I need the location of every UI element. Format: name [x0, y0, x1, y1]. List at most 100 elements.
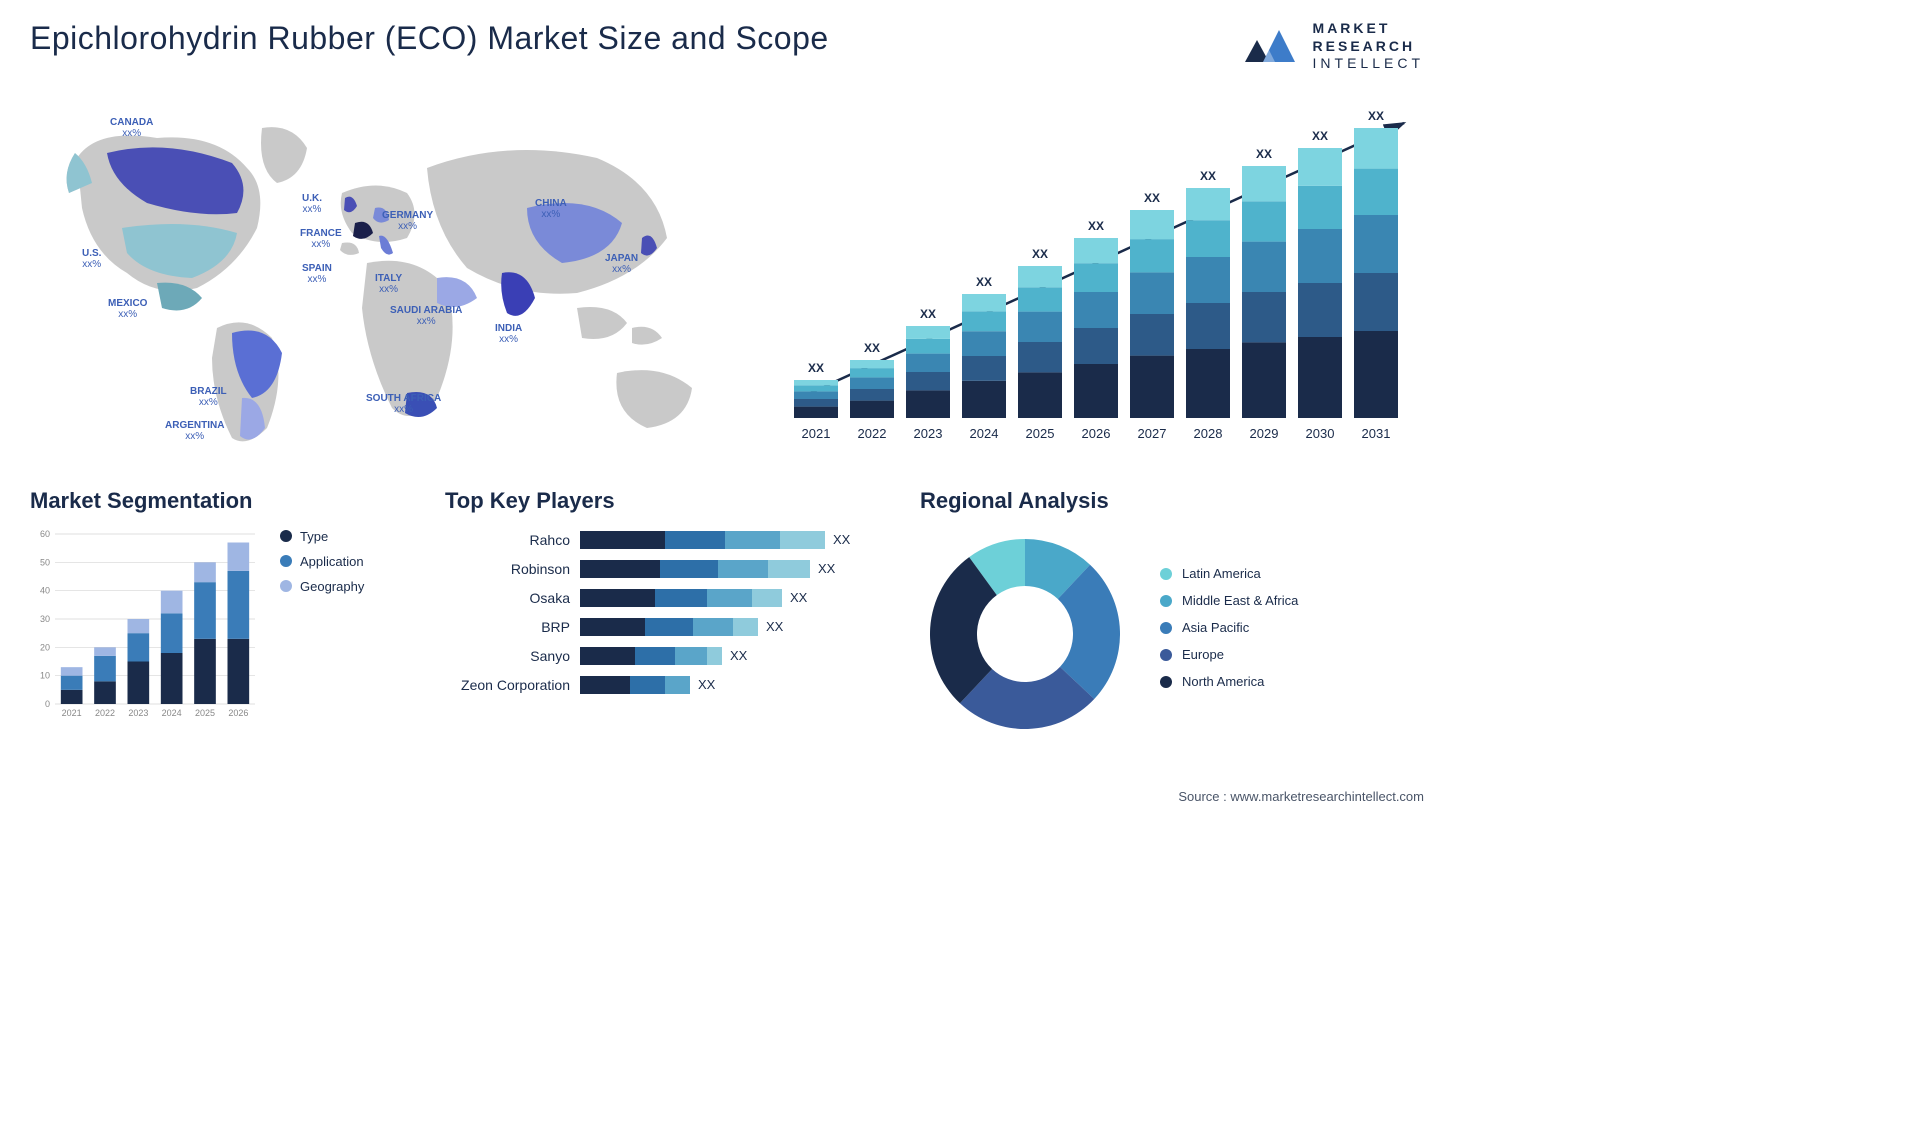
growth-bar-seg	[1242, 292, 1286, 342]
growth-bar-seg	[850, 400, 894, 417]
growth-bar-seg	[1018, 372, 1062, 418]
player-bar-seg	[707, 589, 752, 607]
player-row: Robinson XX	[445, 558, 885, 580]
seg-bar-seg	[128, 661, 150, 704]
growth-bar-seg	[1186, 303, 1230, 349]
growth-bar-seg	[1298, 185, 1342, 228]
players-title: Top Key Players	[445, 488, 885, 514]
regional-legend-item: Asia Pacific	[1160, 620, 1298, 635]
growth-bar-seg	[1354, 168, 1398, 214]
source-attribution: Source : www.marketresearchintellect.com	[1178, 789, 1424, 804]
player-name: Zeon Corporation	[445, 677, 580, 693]
growth-bar-label: XX	[1032, 247, 1048, 261]
growth-bar-seg	[906, 390, 950, 418]
player-bar-seg	[645, 618, 693, 636]
growth-bar-seg	[1186, 220, 1230, 257]
map-label: SAUDI ARABIAxx%	[390, 305, 462, 328]
player-bar-seg	[780, 531, 825, 549]
growth-bar-seg	[906, 326, 950, 339]
player-bar-seg	[707, 647, 722, 665]
growth-bar-seg	[1018, 266, 1062, 287]
legend-swatch-icon	[1160, 568, 1172, 580]
segmentation-legend: TypeApplicationGeography	[280, 529, 364, 724]
seg-legend-item: Type	[280, 529, 364, 544]
growth-bar-seg	[794, 385, 838, 391]
player-name: Sanyo	[445, 648, 580, 664]
map-label: BRAZILxx%	[190, 386, 227, 409]
legend-swatch-icon	[1160, 622, 1172, 634]
growth-bar-seg	[794, 391, 838, 399]
growth-year-label: 2028	[1194, 426, 1223, 441]
map-label: GERMANYxx%	[382, 210, 433, 233]
world-map: CANADAxx%U.S.xx%MEXICOxx%BRAZILxx%ARGENT…	[30, 98, 744, 458]
growth-bar-seg	[1074, 328, 1118, 364]
regional-legend-item: Europe	[1160, 647, 1298, 662]
growth-bar-seg	[906, 372, 950, 390]
svg-text:50: 50	[40, 557, 50, 567]
growth-bar-seg	[1298, 337, 1342, 418]
players-chart: Rahco XXRobinson XXOsaka XXBRP XXSanyo	[445, 529, 885, 696]
map-label: FRANCExx%	[300, 228, 342, 251]
growth-bar-seg	[1130, 210, 1174, 239]
player-bar-seg	[752, 589, 782, 607]
player-value: XX	[730, 648, 747, 663]
growth-bar-label: XX	[864, 341, 880, 355]
logo-text-3: INTELLECT	[1313, 55, 1424, 73]
svg-text:2021: 2021	[62, 708, 82, 718]
growth-bar-seg	[1018, 287, 1062, 311]
growth-year-label: 2027	[1138, 426, 1167, 441]
growth-bar-seg	[962, 331, 1006, 356]
growth-bar-seg	[1018, 342, 1062, 372]
seg-bar-seg	[128, 619, 150, 633]
player-value: XX	[833, 532, 850, 547]
map-label: U.S.xx%	[82, 248, 101, 271]
legend-swatch-icon	[1160, 595, 1172, 607]
growth-bar-label: XX	[1088, 219, 1104, 233]
player-bar-seg	[580, 531, 665, 549]
seg-bar-seg	[94, 647, 116, 656]
svg-text:2024: 2024	[162, 708, 182, 718]
growth-bar-seg	[1074, 292, 1118, 328]
player-bar-seg	[630, 676, 665, 694]
player-bar-seg	[665, 531, 725, 549]
player-name: BRP	[445, 619, 580, 635]
growth-bar-seg	[1298, 283, 1342, 337]
seg-bar-seg	[228, 542, 250, 570]
seg-bar-seg	[194, 638, 216, 703]
growth-bar-seg	[850, 377, 894, 389]
svg-text:2022: 2022	[95, 708, 115, 718]
player-bar-seg	[655, 589, 707, 607]
growth-year-label: 2024	[970, 426, 999, 441]
map-label: ARGENTINAxx%	[165, 420, 224, 443]
logo-mark-icon	[1243, 22, 1303, 70]
svg-text:20: 20	[40, 642, 50, 652]
growth-bar-seg	[1074, 364, 1118, 418]
svg-text:0: 0	[45, 699, 50, 709]
seg-bar-seg	[94, 681, 116, 704]
growth-year-label: 2025	[1026, 426, 1055, 441]
player-value: XX	[766, 619, 783, 634]
svg-text:2025: 2025	[195, 708, 215, 718]
growth-bar-seg	[1354, 215, 1398, 273]
player-row: Sanyo XX	[445, 645, 885, 667]
growth-bar-seg	[850, 389, 894, 401]
page-title: Epichlorohydrin Rubber (ECO) Market Size…	[30, 20, 829, 57]
seg-bar-seg	[194, 582, 216, 639]
growth-bar-seg	[1298, 229, 1342, 283]
growth-bar-seg	[906, 338, 950, 353]
seg-bar-seg	[128, 633, 150, 661]
player-bar-seg	[635, 647, 675, 665]
svg-text:40: 40	[40, 585, 50, 595]
player-name: Robinson	[445, 561, 580, 577]
growth-bar-seg	[794, 380, 838, 385]
growth-bar-seg	[1242, 342, 1286, 418]
growth-bar-label: XX	[920, 307, 936, 321]
growth-year-label: 2026	[1082, 426, 1111, 441]
player-row: BRP XX	[445, 616, 885, 638]
player-name: Osaka	[445, 590, 580, 606]
seg-bar-seg	[194, 562, 216, 582]
growth-bar-label: XX	[1200, 169, 1216, 183]
seg-bar-seg	[161, 653, 183, 704]
player-bar-seg	[580, 589, 655, 607]
map-label: SPAINxx%	[302, 263, 332, 286]
